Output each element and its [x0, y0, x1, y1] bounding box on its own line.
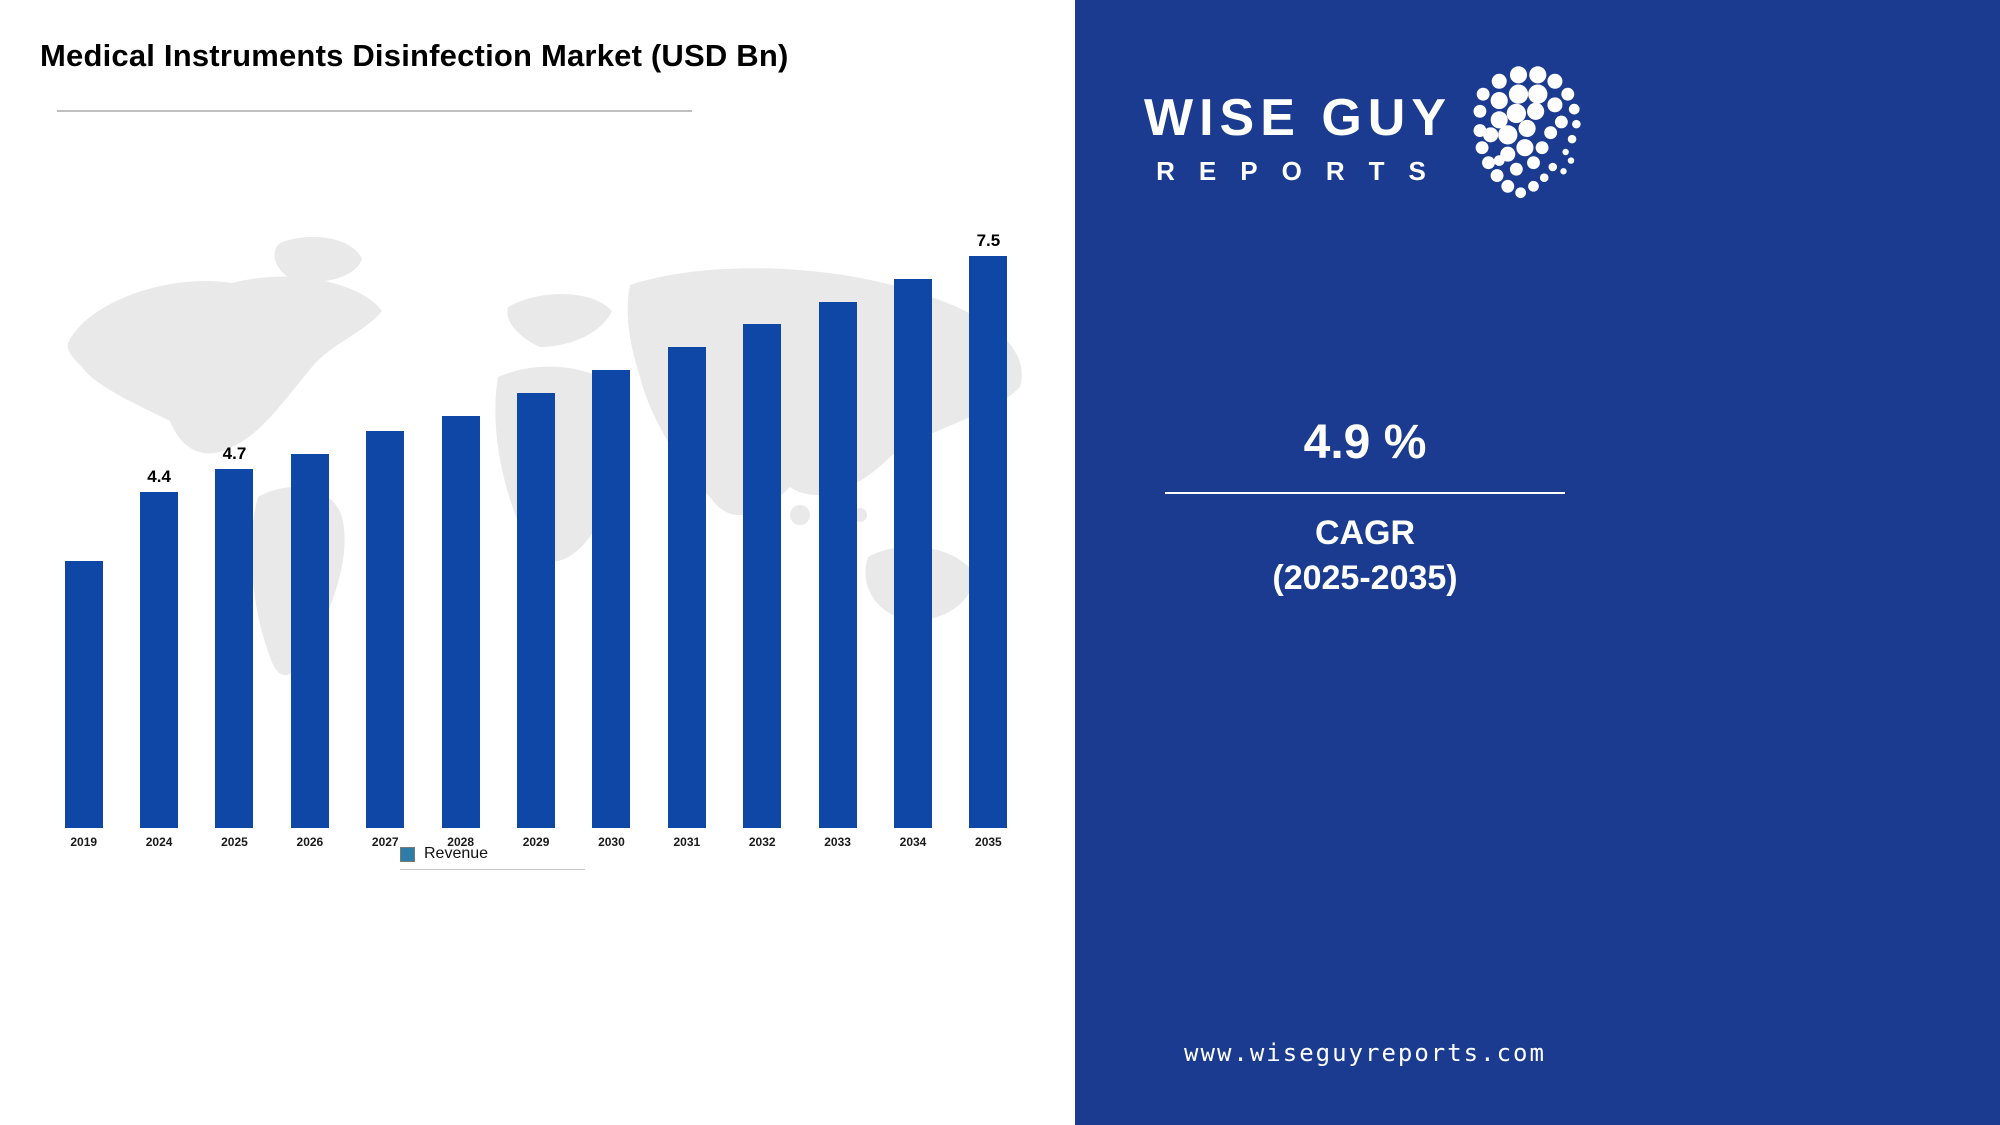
bar-column-2032: 2032 [725, 228, 800, 849]
x-axis-label-2035: 2035 [975, 835, 1002, 849]
bar-column-2030: 2030 [574, 228, 649, 849]
bar-2019 [64, 561, 103, 828]
brand-subname: REPORTS [1156, 155, 1450, 186]
bar-column-2031: 2031 [649, 228, 724, 849]
cagr-divider [1165, 492, 1565, 494]
bar-2034 [893, 279, 932, 828]
sidebar: WISE GUY REPORTS [1075, 0, 2000, 1125]
bar-column-2024: 4.4 2024 [121, 228, 196, 849]
bar-value-label-2025: 4.7 [222, 444, 247, 463]
bar-2032 [743, 324, 782, 828]
x-axis-label-2024: 2024 [145, 835, 173, 849]
page-title: Medical Instruments Disinfection Market … [40, 38, 789, 73]
x-axis-label-2034: 2034 [899, 835, 927, 849]
brand-logo: WISE GUY REPORTS [1125, 62, 1605, 212]
chart-panel: Medical Instruments Disinfection Market … [40, 38, 1026, 870]
bar-2029 [517, 393, 556, 828]
bar-2031 [667, 347, 706, 828]
bar-2027 [366, 431, 405, 828]
bar-2028 [441, 416, 480, 828]
bar-2026 [290, 454, 329, 828]
cagr-block: 4.9 % CAGR (2025-2035) [1125, 415, 1605, 598]
legend-swatch-revenue [400, 846, 415, 862]
bar-2030 [592, 370, 631, 828]
bar-value-label-2035: 7.5 [976, 231, 1001, 250]
bar-column-2027: 2027 [348, 228, 423, 849]
dotted-head-logo-icon [1473, 66, 1581, 199]
bar-2024 [140, 492, 179, 828]
x-axis-label-2029: 2029 [522, 835, 550, 849]
legend-label-revenue: Revenue [424, 845, 489, 862]
bar-2025 [215, 469, 254, 828]
title-divider [57, 110, 692, 112]
bar-column-2028: 2028 [423, 228, 498, 849]
bar-2035 [969, 256, 1008, 828]
x-axis-label-2026: 2026 [296, 835, 324, 849]
x-axis-label-2019: 2019 [70, 835, 98, 849]
x-axis-label-2027: 2027 [371, 835, 399, 849]
x-axis-label-2031: 2031 [673, 835, 701, 849]
x-axis-label-2028: 2028 [447, 835, 474, 849]
bar-chart: 2019 4.4 2024 4.7 2025 2026 2027 2028 2029 2030 20… [46, 228, 1026, 849]
brand-logo-text: WISE GUY REPORTS [1144, 88, 1452, 187]
x-axis-label-2025: 2025 [221, 835, 248, 849]
x-axis-label-2033: 2033 [824, 835, 851, 849]
bar-column-2025: 4.7 2025 [197, 228, 272, 849]
bar-column-2034: 2034 [875, 228, 950, 849]
bar-column-2029: 2029 [498, 228, 573, 849]
bar-column-2019: 2019 [46, 228, 121, 849]
cagr-value: 4.9 % [1303, 416, 1427, 469]
x-axis-label-2030: 2030 [598, 835, 625, 849]
website-link[interactable]: www.wiseguyreports.com [1184, 1039, 1546, 1067]
bar-column-2026: 2026 [272, 228, 347, 849]
sidebar-content: WISE GUY REPORTS [1125, 0, 1605, 1125]
bar-value-label-2024: 4.4 [147, 467, 171, 486]
cagr-range: (2025-2035) [1272, 559, 1458, 597]
cagr-label: CAGR [1314, 514, 1416, 552]
x-axis-label-2032: 2032 [748, 835, 776, 849]
bar-column-2033: 2033 [800, 228, 875, 849]
brand-name: WISE GUY [1143, 88, 1453, 147]
bar-2033 [818, 302, 857, 828]
chart-legend: Revenue [400, 845, 585, 870]
bar-column-2035: 7.5 2035 [951, 228, 1026, 849]
